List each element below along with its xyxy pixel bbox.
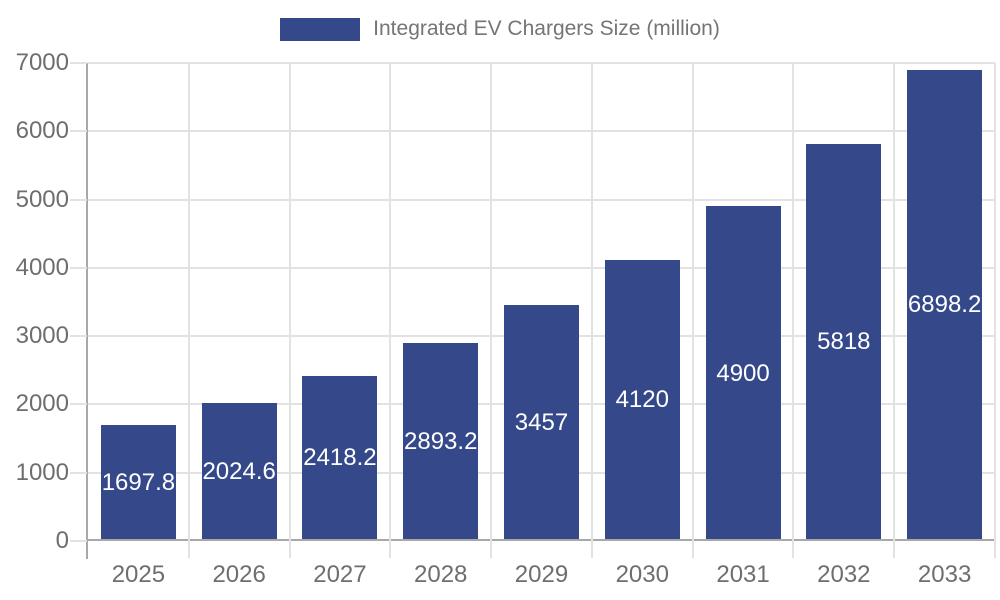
bar-value-label: 3457 — [514, 408, 569, 436]
gridline-v — [490, 63, 493, 541]
y-tick-label: 5000 — [15, 185, 69, 213]
y-tick — [70, 471, 87, 474]
bar[interactable] — [604, 259, 680, 539]
x-tick — [691, 541, 694, 558]
bar[interactable] — [100, 425, 176, 539]
x-tick-label: 2025 — [111, 561, 166, 588]
legend[interactable]: Integrated EV Chargers Size (million) — [0, 17, 1000, 41]
x-tick — [389, 541, 392, 558]
y-tick — [70, 266, 87, 269]
x-tick — [590, 541, 593, 558]
x-tick — [490, 541, 493, 558]
y-tick-label: 2000 — [15, 390, 69, 418]
x-tick — [288, 541, 291, 558]
x-tick — [792, 541, 795, 558]
x-tick-label: 2032 — [817, 561, 871, 588]
bar-value-label: 5818 — [817, 328, 871, 356]
bar-value-label: 2024.6 — [202, 457, 276, 485]
bar[interactable] — [806, 143, 882, 539]
y-tick — [70, 335, 87, 338]
x-tick — [994, 541, 996, 558]
y-tick-label: 6000 — [15, 117, 69, 145]
bar-value-label: 6898.2 — [907, 291, 982, 319]
gridline-h — [88, 62, 995, 64]
bar-value-label: 1697.8 — [101, 469, 176, 497]
gridline-v — [893, 63, 896, 541]
x-tick-label: 2026 — [212, 561, 266, 588]
bar-value-label: 2893.2 — [404, 428, 478, 456]
bar-value-label: 4120 — [615, 386, 669, 414]
bar[interactable] — [302, 375, 378, 539]
y-tick-label: 1000 — [15, 458, 69, 486]
bar[interactable] — [907, 69, 983, 539]
gridline-v — [288, 63, 291, 541]
y-tick — [70, 403, 87, 406]
y-tick-label: 7000 — [15, 49, 69, 76]
gridline-h — [88, 130, 995, 133]
bar[interactable] — [403, 343, 479, 539]
x-tick-label: 2030 — [615, 561, 669, 588]
x-tick-label: 2029 — [514, 561, 569, 588]
gridline-v — [187, 63, 190, 541]
bar-value-label: 2418.2 — [303, 444, 377, 472]
x-tick-label: 2031 — [716, 561, 770, 588]
y-tick — [70, 198, 87, 201]
gridline-h — [88, 266, 995, 269]
x-tick — [893, 541, 896, 558]
x-tick-label: 2033 — [917, 561, 972, 588]
legend-swatch[interactable] — [280, 17, 361, 41]
y-tick-label: 4000 — [15, 253, 69, 281]
x-tick — [187, 541, 190, 558]
y-tick — [70, 130, 87, 133]
x-axis-line — [88, 539, 995, 541]
bar-value-label: 4900 — [716, 359, 770, 387]
x-tick-label: 2028 — [414, 561, 468, 588]
gridline-v — [389, 63, 392, 541]
legend-label[interactable]: Integrated EV Chargers Size (million) — [373, 17, 720, 40]
bar[interactable] — [201, 402, 277, 539]
gridline-v — [994, 63, 996, 541]
bar[interactable] — [705, 206, 781, 539]
x-tick-label: 2027 — [313, 561, 367, 588]
gridline-v — [792, 63, 795, 541]
plot-area: 1697.8 2024.6 2418.2 2893.2 3457 4120 4900 5818… — [70, 62, 996, 559]
y-tick-label: 3000 — [15, 322, 69, 350]
y-tick — [70, 62, 87, 64]
gridline-h — [88, 198, 995, 201]
gridline-v — [590, 63, 593, 541]
y-tick-label: 0 — [55, 527, 69, 554]
y-axis-line — [86, 63, 88, 559]
gridline-v — [691, 63, 694, 541]
bar[interactable] — [504, 304, 579, 539]
y-tick — [70, 540, 87, 542]
